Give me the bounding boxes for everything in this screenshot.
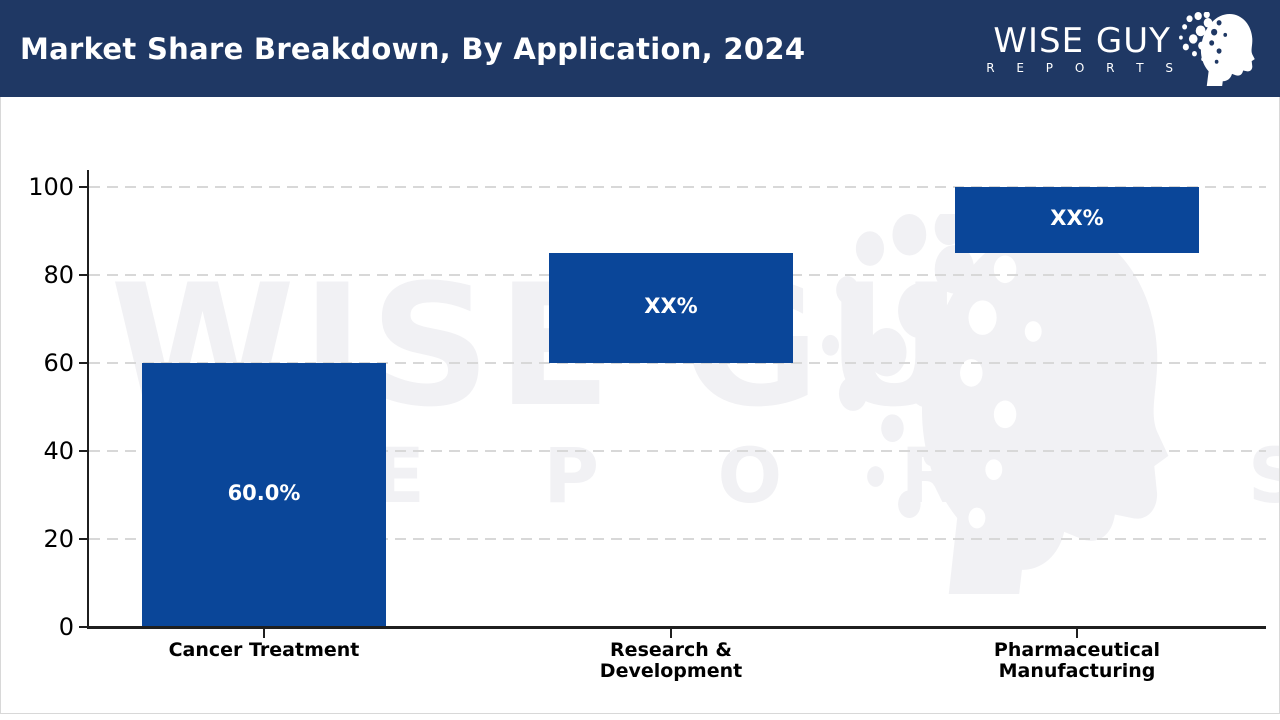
brand-logo-text: WISE GUY R E P O R T S [982, 24, 1182, 74]
y-tick-label-60: 60 [43, 348, 74, 377]
y-tick-80 [79, 273, 88, 276]
gridline-60 [89, 361, 1266, 364]
x-category-label-line: Pharmaceutical [993, 639, 1161, 661]
y-tick-label-80: 80 [43, 260, 74, 289]
bar-segment [549, 252, 793, 363]
brand-logo-line2: R E P O R T S [986, 60, 1182, 75]
y-tick-label-20: 20 [43, 524, 74, 553]
y-axis-spine [87, 170, 89, 629]
x-tick [1076, 629, 1078, 638]
watermark-head-profile [822, 214, 1169, 594]
page-title: Market Share Breakdown, By Application, … [20, 31, 806, 66]
bar-value-label: XX% [1050, 205, 1104, 230]
y-tick-40 [79, 449, 88, 452]
y-tick-0 [79, 626, 88, 628]
y-tick-label-0: 0 [58, 613, 74, 641]
bar-segment [142, 362, 386, 627]
head-profile-icon [1179, 11, 1255, 86]
x-tick [670, 629, 672, 638]
x-category-label: Cancer Treatment [104, 640, 424, 661]
y-tick-label-40: 40 [43, 436, 74, 465]
x-category-label: Pharmaceutical Manufacturing [917, 640, 1237, 682]
brand-logo-line1: WISE GUY [993, 20, 1171, 61]
bar-value-label: 60.0% [227, 480, 301, 505]
y-tick-60 [79, 361, 88, 364]
x-axis-spine [87, 626, 1266, 629]
y-tick-100 [79, 185, 88, 188]
bar-segment [955, 186, 1199, 253]
bar-value-label: XX% [644, 293, 698, 318]
x-category-label: Research & Development [511, 640, 831, 682]
x-tick [263, 629, 265, 638]
header-bar: Market Share Breakdown, By Application, … [0, 0, 1280, 97]
gridline-40 [89, 449, 1266, 452]
x-category-label-line: Manufacturing [998, 660, 1156, 682]
gridline-100 [89, 185, 1266, 188]
gridline-20 [89, 537, 1266, 540]
brand-logo: WISE GUY R E P O R T S [982, 11, 1256, 86]
x-category-label-line: Cancer Treatment [168, 639, 360, 661]
x-category-label-line: Research & [610, 639, 732, 661]
x-category-label-line: Development [599, 660, 743, 682]
y-tick-20 [79, 537, 88, 540]
y-tick-label-100: 100 [28, 172, 74, 201]
